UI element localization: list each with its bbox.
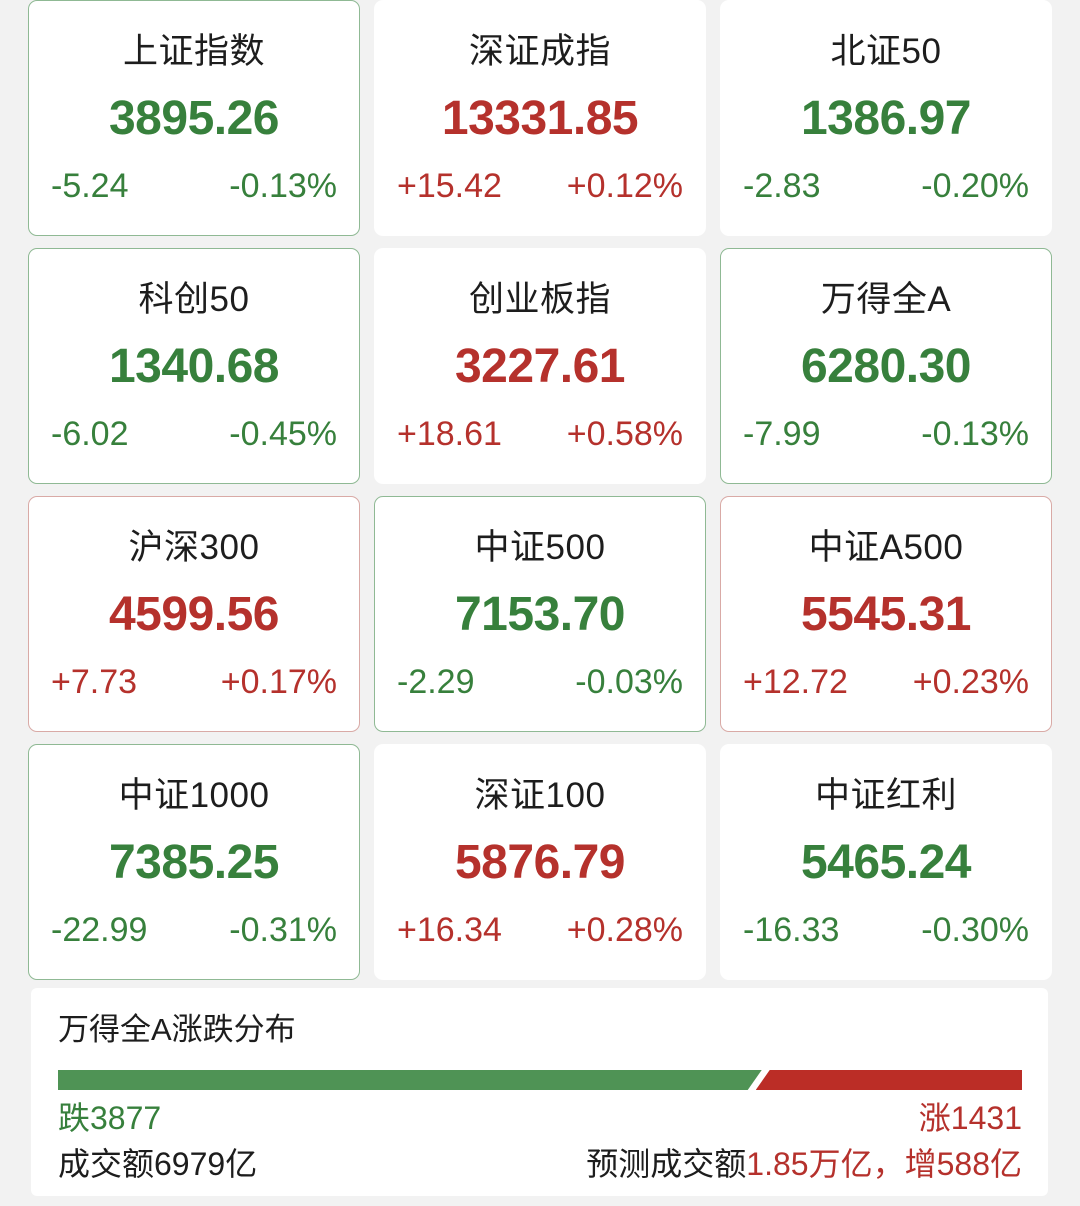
index-change-absolute: -5.24: [51, 167, 129, 205]
index-delta-row: -5.24 -0.13%: [29, 169, 359, 203]
index-change-percent: -0.31%: [229, 911, 337, 949]
forecast-turnover-value: 1.85万亿，: [746, 1146, 905, 1182]
advance-decline-panel: 万得全A涨跌分布 跌3877 涨1431 成交额6979亿 预测成交额1.85万…: [31, 988, 1048, 1196]
index-card[interactable]: 沪深300 4599.56 +7.73 +0.17%: [28, 496, 360, 732]
index-price: 13331.85: [441, 92, 639, 145]
index-change-percent: -0.20%: [921, 167, 1029, 205]
index-delta-row: +15.42 +0.12%: [375, 169, 705, 203]
index-card[interactable]: 科创50 1340.68 -6.02 -0.45%: [28, 248, 360, 484]
decline-bar-segment: [58, 1070, 762, 1090]
index-price: 7153.70: [454, 588, 626, 641]
index-change-percent: -0.30%: [921, 911, 1029, 949]
index-change-absolute: +18.61: [397, 415, 502, 453]
index-card[interactable]: 深证100 5876.79 +16.34 +0.28%: [374, 744, 706, 980]
index-change-percent: -0.13%: [921, 415, 1029, 453]
index-change-absolute: -7.99: [743, 415, 821, 453]
index-delta-row: +16.34 +0.28%: [375, 913, 705, 947]
index-price: 3227.61: [454, 340, 626, 393]
turnover-label: 成交额6979亿: [58, 1146, 258, 1182]
index-name: 中证1000: [118, 776, 270, 815]
index-card[interactable]: 中证500 7153.70 -2.29 -0.03%: [374, 496, 706, 732]
index-name: 科创50: [138, 280, 250, 319]
index-change-absolute: +15.42: [397, 167, 502, 205]
index-change-absolute: +16.34: [397, 911, 502, 949]
turnover-row: 成交额6979亿 预测成交额1.85万亿，增588亿: [58, 1148, 1022, 1180]
index-delta-row: +7.73 +0.17%: [29, 665, 359, 699]
forecast-turnover-prefix: 预测成交额: [586, 1146, 747, 1182]
index-change-absolute: -22.99: [51, 911, 148, 949]
index-card[interactable]: 深证成指 13331.85 +15.42 +0.12%: [374, 0, 706, 236]
index-delta-row: -2.83 -0.20%: [721, 169, 1051, 203]
index-change-percent: +0.58%: [566, 415, 683, 453]
index-price: 3895.26: [108, 92, 280, 145]
index-price: 1386.97: [800, 92, 972, 145]
index-card[interactable]: 中证1000 7385.25 -22.99 -0.31%: [28, 744, 360, 980]
index-change-percent: +0.12%: [566, 167, 683, 205]
index-change-percent: +0.28%: [566, 911, 683, 949]
index-change-percent: -0.45%: [229, 415, 337, 453]
index-price: 5465.24: [800, 836, 972, 889]
index-change-absolute: +12.72: [743, 663, 848, 701]
index-price: 4599.56: [108, 588, 280, 641]
index-card[interactable]: 中证A500 5545.31 +12.72 +0.23%: [720, 496, 1052, 732]
index-name: 中证红利: [814, 776, 957, 815]
index-name: 中证500: [474, 528, 606, 567]
index-price: 7385.25: [108, 836, 280, 889]
index-card-grid: 上证指数 3895.26 -5.24 -0.13% 深证成指 13331.85 +15.42…: [28, 0, 1052, 980]
index-price: 6280.30: [800, 340, 972, 393]
index-change-percent: +0.17%: [220, 663, 337, 701]
index-delta-row: -2.29 -0.03%: [375, 665, 705, 699]
index-change-absolute: -6.02: [51, 415, 129, 453]
index-price: 5876.79: [454, 836, 626, 889]
index-delta-row: -16.33 -0.30%: [721, 913, 1051, 947]
index-name: 北证50: [830, 32, 942, 71]
index-delta-row: +18.61 +0.58%: [375, 417, 705, 451]
index-change-absolute: -2.29: [397, 663, 475, 701]
advance-count-label: 涨1431: [918, 1100, 1022, 1136]
index-change-percent: +0.23%: [912, 663, 1029, 701]
index-change-absolute: +7.73: [51, 663, 138, 701]
index-card[interactable]: 创业板指 3227.61 +18.61 +0.58%: [374, 248, 706, 484]
index-name: 中证A500: [808, 528, 964, 567]
index-card[interactable]: 万得全A 6280.30 -7.99 -0.13%: [720, 248, 1052, 484]
index-card[interactable]: 上证指数 3895.26 -5.24 -0.13%: [28, 0, 360, 236]
index-delta-row: +12.72 +0.23%: [721, 665, 1051, 699]
forecast-turnover-increase: 增588亿: [904, 1146, 1022, 1182]
advance-decline-bar: [58, 1070, 1022, 1090]
index-delta-row: -6.02 -0.45%: [29, 417, 359, 451]
index-name: 万得全A: [820, 280, 952, 319]
index-change-percent: -0.13%: [229, 167, 337, 205]
index-name: 沪深300: [128, 528, 260, 567]
index-card[interactable]: 中证红利 5465.24 -16.33 -0.30%: [720, 744, 1052, 980]
index-change-absolute: -2.83: [743, 167, 821, 205]
forecast-turnover-group: 预测成交额1.85万亿，增588亿: [586, 1148, 1022, 1180]
index-price: 5545.31: [800, 588, 972, 641]
index-change-absolute: -16.33: [743, 911, 840, 949]
advance-decline-counts: 跌3877 涨1431: [58, 1102, 1022, 1134]
index-delta-row: -22.99 -0.31%: [29, 913, 359, 947]
index-price: 1340.68: [108, 340, 280, 393]
advance-bar-segment: [755, 1070, 1022, 1090]
index-name: 深证100: [474, 776, 606, 815]
index-name: 深证成指: [468, 32, 611, 71]
index-change-percent: -0.03%: [575, 663, 683, 701]
decline-count-label: 跌3877: [58, 1100, 162, 1136]
index-name: 创业板指: [468, 280, 611, 319]
index-card[interactable]: 北证50 1386.97 -2.83 -0.20%: [720, 0, 1052, 236]
index-name: 上证指数: [122, 32, 265, 71]
index-delta-row: -7.99 -0.13%: [721, 417, 1051, 451]
distribution-title: 万得全A涨跌分布: [58, 1012, 296, 1047]
